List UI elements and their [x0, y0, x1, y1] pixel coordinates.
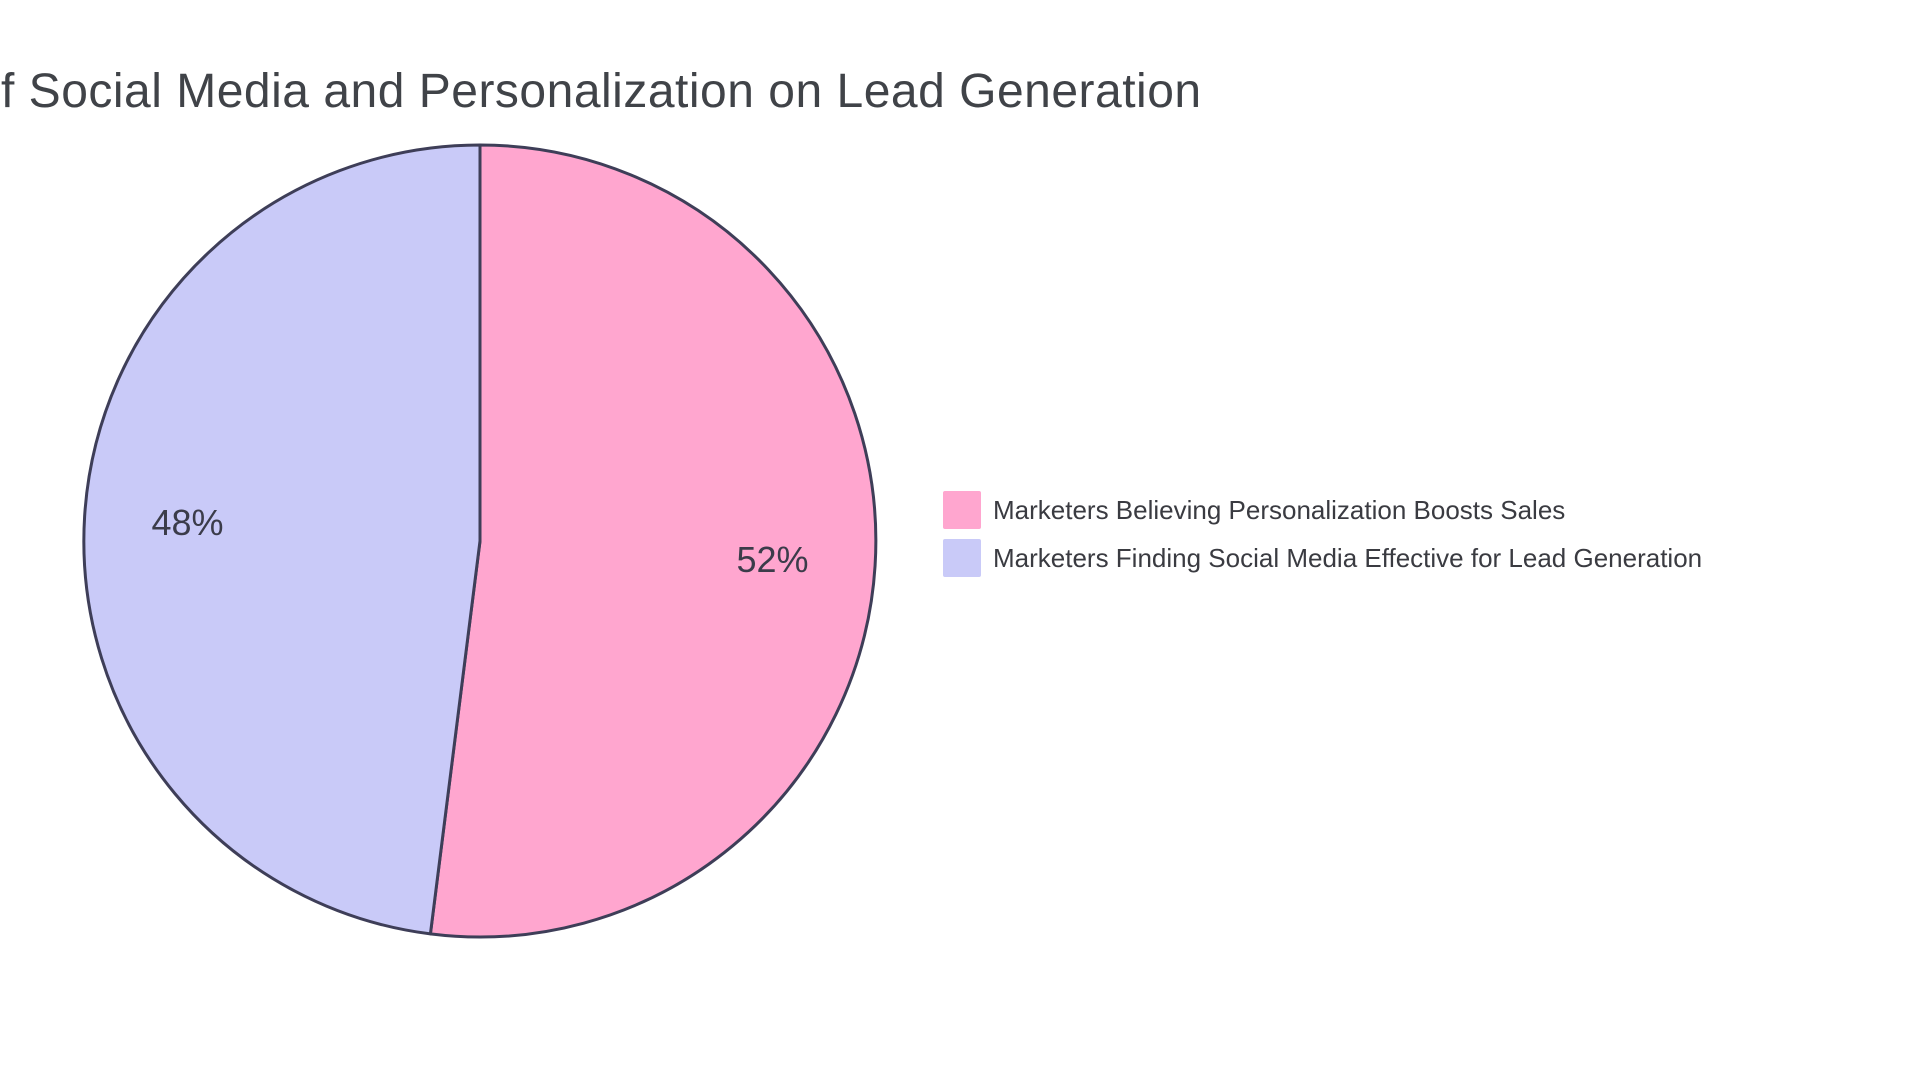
legend-item: Marketers Finding Social Media Effective…: [943, 539, 1702, 577]
pie-slices: [82, 143, 878, 939]
legend-swatch: [943, 539, 981, 577]
legend-label: Marketers Finding Social Media Effective…: [993, 543, 1703, 573]
percent-label: 48%: [151, 502, 223, 543]
pie-slice-1: [428, 143, 878, 939]
legend-label: Marketers Believing Personalization Boos…: [993, 495, 1566, 525]
legend-item: Marketers Believing Personalization Boos…: [943, 491, 1702, 529]
pie-percent-labels: 52% 48%: [151, 502, 808, 580]
legend: Marketers Believing Personalization Boos…: [943, 491, 1702, 577]
chart-title: f Social Media and Personalization on Le…: [1, 65, 1202, 118]
legend-swatch: [943, 491, 981, 529]
percent-label: 52%: [736, 539, 808, 580]
pie-slice-2: [82, 143, 482, 936]
